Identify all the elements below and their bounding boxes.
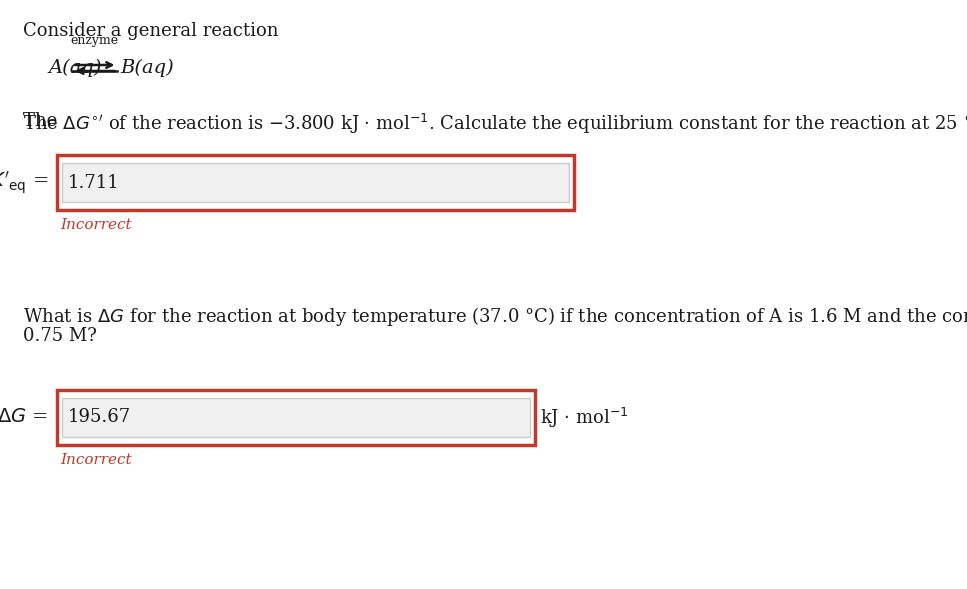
- Text: A(aq): A(aq): [48, 59, 102, 77]
- FancyBboxPatch shape: [62, 163, 570, 202]
- FancyBboxPatch shape: [57, 390, 535, 445]
- Text: The $\Delta G^{\circ\prime}$ of the reaction is $-$3.800 kJ $\cdot$ mol$^{-1}$. : The $\Delta G^{\circ\prime}$ of the reac…: [23, 112, 967, 136]
- Text: Incorrect: Incorrect: [60, 453, 132, 467]
- Text: $K'_{\mathrm{eq}}$ =: $K'_{\mathrm{eq}}$ =: [0, 169, 48, 196]
- Text: kJ $\cdot$ mol$^{-1}$: kJ $\cdot$ mol$^{-1}$: [540, 405, 629, 429]
- Text: enzyme: enzyme: [71, 34, 119, 47]
- Text: What is $\Delta G$ for the reaction at body temperature (37.0 °C) if the concent: What is $\Delta G$ for the reaction at b…: [23, 305, 967, 328]
- Text: Incorrect: Incorrect: [60, 218, 132, 232]
- Text: The: The: [23, 112, 63, 130]
- FancyBboxPatch shape: [57, 155, 574, 210]
- Text: $\Delta G$ =: $\Delta G$ =: [0, 409, 48, 426]
- Text: B(aq): B(aq): [121, 59, 174, 77]
- Text: 195.67: 195.67: [68, 409, 132, 426]
- Text: Consider a general reaction: Consider a general reaction: [23, 22, 278, 40]
- Text: 1.711: 1.711: [68, 174, 120, 191]
- FancyBboxPatch shape: [62, 398, 530, 437]
- Text: 0.75 M?: 0.75 M?: [23, 327, 97, 345]
